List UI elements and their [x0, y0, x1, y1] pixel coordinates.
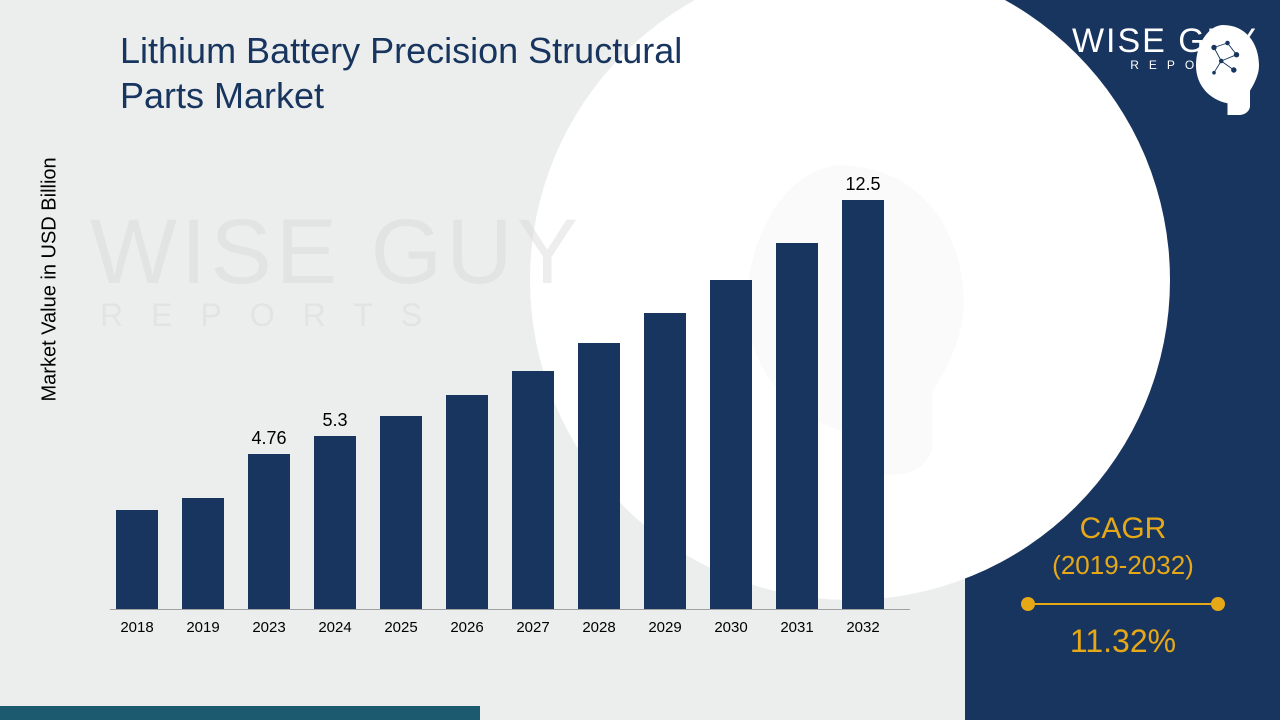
bar — [116, 510, 158, 610]
x-axis-label: 2030 — [710, 619, 752, 636]
x-axis-label: 2026 — [446, 619, 488, 636]
bar — [578, 343, 620, 610]
bar-wrap — [776, 243, 818, 610]
x-axis-label: 2032 — [842, 619, 884, 636]
bar-value-label: 12.5 — [823, 174, 903, 195]
cagr-title: CAGR — [1008, 512, 1238, 546]
x-axis-label: 2024 — [314, 619, 356, 636]
bar — [446, 395, 488, 610]
bar-wrap — [116, 510, 158, 610]
x-axis-label: 2027 — [512, 619, 554, 636]
cagr-value: 11.32% — [1008, 623, 1238, 660]
bar-wrap: 12.5 — [842, 200, 884, 610]
bar — [776, 243, 818, 610]
x-axis-label: 2025 — [380, 619, 422, 636]
cagr-years: (2019-2032) — [1008, 550, 1238, 581]
x-axis-labels: 2018 2019 2023 2024 2025 2026 2027 2028 2029 2030… — [110, 619, 910, 636]
bar-wrap: 4.76 — [248, 454, 290, 610]
bar — [380, 416, 422, 610]
bar — [314, 436, 356, 610]
bar-wrap — [710, 280, 752, 610]
bar — [248, 454, 290, 610]
bar-value-label: 5.3 — [295, 410, 375, 431]
bar-chart: 4.76 5.3 12.5 — [110, 200, 910, 610]
x-axis-label: 2018 — [116, 619, 158, 636]
bar-wrap: 5.3 — [314, 436, 356, 610]
cagr-block: CAGR (2019-2032) 11.32% — [1008, 512, 1238, 660]
bar-wrap — [446, 395, 488, 610]
bar-wrap — [380, 416, 422, 610]
chart-title: Lithium Battery Precision Structural Par… — [120, 28, 740, 118]
cagr-divider — [1023, 603, 1223, 605]
y-axis-label: Market Value in USD Billion — [39, 157, 62, 401]
chart-baseline — [110, 609, 910, 610]
bottom-accent-bar — [0, 706, 480, 720]
x-axis-label: 2029 — [644, 619, 686, 636]
divider-dot-icon — [1021, 597, 1035, 611]
logo-head-icon — [1178, 20, 1268, 120]
bar — [512, 371, 554, 610]
bar — [644, 313, 686, 610]
bar-wrap — [644, 313, 686, 610]
x-axis-label: 2031 — [776, 619, 818, 636]
bar — [842, 200, 884, 610]
x-axis-label: 2023 — [248, 619, 290, 636]
bar — [182, 498, 224, 610]
x-axis-label: 2028 — [578, 619, 620, 636]
bar-wrap — [182, 498, 224, 610]
bar-wrap — [578, 343, 620, 610]
bar — [710, 280, 752, 610]
x-axis-label: 2019 — [182, 619, 224, 636]
bar-wrap — [512, 371, 554, 610]
divider-dot-icon — [1211, 597, 1225, 611]
